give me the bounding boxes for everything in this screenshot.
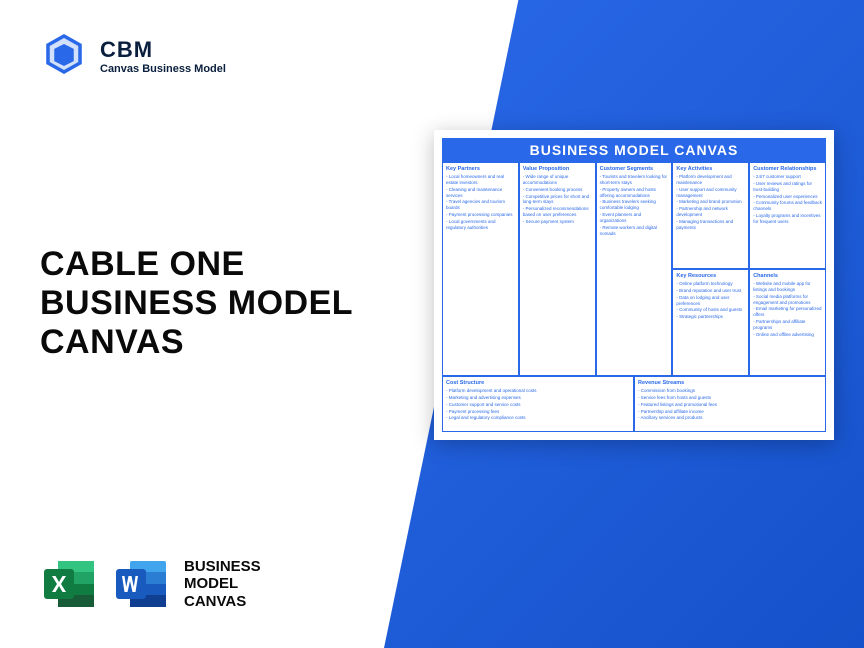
value-body: - Wide range of unique accommodations- C…: [523, 174, 592, 225]
main-title: CABLE ONE BUSINESS MODEL CANVAS: [40, 245, 353, 362]
apps-area: BUSINESS MODEL CANVAS: [40, 555, 261, 613]
title-line-2: BUSINESS MODEL: [40, 284, 353, 323]
cell-value: Value Proposition - Wide range of unique…: [519, 162, 596, 376]
relationships-body: - 24/7 customer support- User reviews an…: [753, 174, 822, 225]
cbm-logo-icon: [40, 32, 88, 80]
title-line-1: CABLE ONE: [40, 245, 353, 284]
title-line-3: CANVAS: [40, 323, 353, 362]
cell-cost: Cost Structure - Platform development an…: [442, 376, 634, 432]
activities-body: - Platform development and maintenance- …: [676, 174, 745, 231]
canvas-bottom: Cost Structure - Platform development an…: [442, 376, 826, 432]
logo-area: CBM Canvas Business Model: [40, 32, 226, 80]
cell-activities: Key Activities - Platform development an…: [672, 162, 749, 269]
partners-body: - Local homeowners and real estate inves…: [446, 174, 515, 231]
cost-body: - Platform development and operational c…: [446, 388, 630, 421]
canvas-card: BUSINESS MODEL CANVAS Key Partners - Loc…: [434, 130, 834, 440]
canvas-grid: Key Partners - Local homeowners and real…: [442, 162, 826, 376]
cell-revenue: Revenue Streams - Commission from bookin…: [634, 376, 826, 432]
canvas-header: BUSINESS MODEL CANVAS: [442, 138, 826, 162]
logo-title: CBM: [100, 37, 226, 63]
channels-body: - Website and mobile app for listings an…: [753, 281, 822, 338]
cell-relationships: Customer Relationships - 24/7 customer s…: [749, 162, 826, 269]
resources-body: - Online platform technology- Brand repu…: [676, 281, 745, 320]
cell-channels: Channels - Website and mobile app for li…: [749, 269, 826, 376]
revenue-body: - Commission from bookings- Service fees…: [638, 388, 822, 421]
apps-label: BUSINESS MODEL CANVAS: [184, 558, 261, 610]
segments-body: - Tourists and travelers looking for sho…: [600, 174, 669, 236]
logo-subtitle: Canvas Business Model: [100, 63, 226, 75]
excel-icon: [40, 555, 98, 613]
cell-resources: Key Resources - Online platform technolo…: [672, 269, 749, 376]
cell-partners: Key Partners - Local homeowners and real…: [442, 162, 519, 376]
cell-segments: Customer Segments - Tourists and travele…: [596, 162, 673, 376]
word-icon: [112, 555, 170, 613]
